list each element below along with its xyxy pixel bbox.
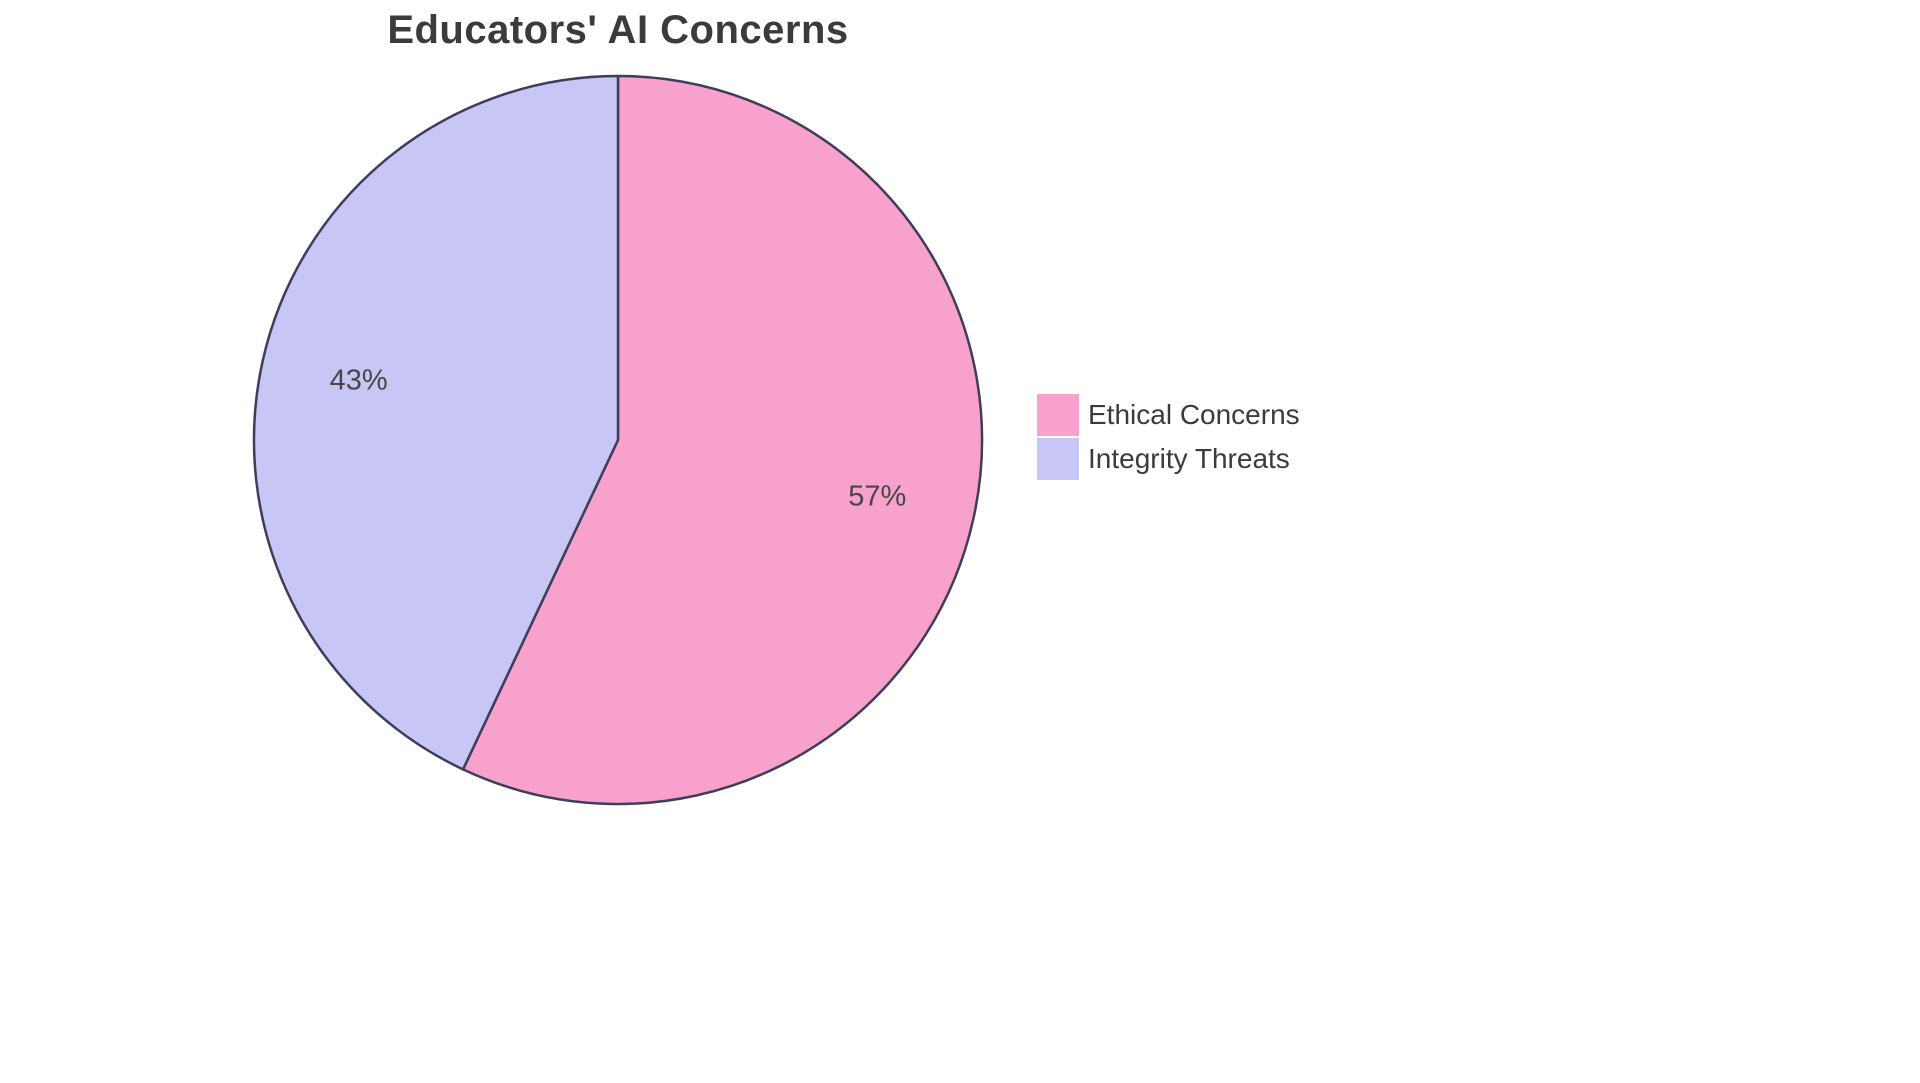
legend-swatch [1037,394,1079,436]
slice-label-integrity-threats: 43% [330,365,388,397]
slice-label-ethical-concerns: 57% [848,481,906,513]
legend-swatch [1037,438,1079,480]
legend-item-integrity-threats: Integrity Threats [1037,437,1300,481]
pie-slice-integrity-threats [252,74,620,771]
legend: Ethical Concerns Integrity Threats [1037,393,1300,481]
pie-chart: 57% 43% [252,74,984,806]
legend-label: Ethical Concerns [1088,399,1300,430]
legend-label: Integrity Threats [1088,443,1290,474]
pie-slice-ethical-concerns [461,74,984,806]
legend-item-ethical-concerns: Ethical Concerns [1037,393,1300,437]
chart-title: Educators' AI Concerns [387,8,849,52]
